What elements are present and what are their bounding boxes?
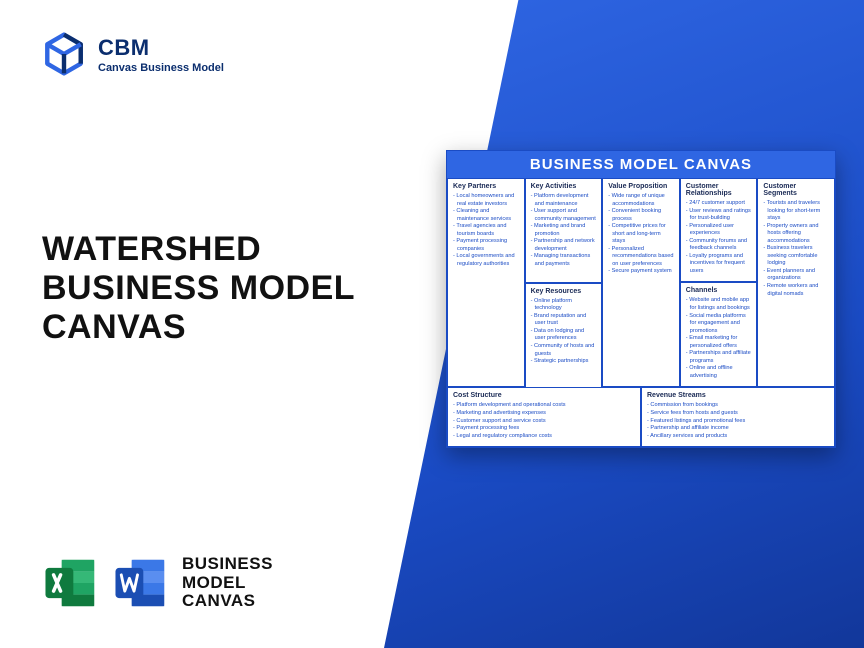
- list-revenue-streams: Commission from bookings Service fees fr…: [647, 402, 829, 440]
- list-item: User support and community management: [531, 208, 597, 223]
- list-key-resources: Online platform technology Brand reputat…: [531, 298, 597, 366]
- canvas-document: BUSINESS MODEL CANVAS Key Partners Local…: [446, 150, 836, 448]
- list-cost-structure: Platform development and operational cos…: [453, 402, 635, 440]
- list-item: Customer support and service costs: [453, 418, 635, 426]
- block-cost-structure: Cost Structure Platform development and …: [447, 387, 641, 447]
- list-item: Event planners and organizations: [763, 268, 829, 283]
- list-item: Community forums and feedback channels: [686, 238, 752, 253]
- headline-line-3: CANVAS: [42, 308, 355, 347]
- list-item: Featured listings and promotional fees: [647, 418, 829, 426]
- main-headline: WATERSHED BUSINESS MODEL CANVAS: [42, 230, 355, 347]
- logo-text: CBM Canvas Business Model: [98, 35, 224, 74]
- heading-customer-relationships: Customer Relationships: [686, 183, 752, 197]
- list-item: 24/7 customer support: [686, 200, 752, 208]
- headline-line-2: BUSINESS MODEL: [42, 269, 355, 308]
- list-item: Brand reputation and user trust: [531, 313, 597, 328]
- block-customer-segments: Customer Segments Tourists and travelers…: [757, 178, 835, 387]
- logo-block: CBM Canvas Business Model: [42, 32, 224, 76]
- heading-customer-segments: Customer Segments: [763, 183, 829, 197]
- list-channels: Website and mobile app for listings and …: [686, 297, 752, 380]
- list-item: Email marketing for personalized offers: [686, 335, 752, 350]
- block-value-proposition: Value Proposition Wide range of unique a…: [602, 178, 680, 387]
- heading-key-activities: Key Activities: [531, 183, 597, 190]
- list-item: Managing transactions and payments: [531, 253, 597, 268]
- list-item: Personalized recommendations based on us…: [608, 246, 674, 269]
- list-value-proposition: Wide range of unique accommodations Conv…: [608, 193, 674, 276]
- list-item: Cleaning and maintenance services: [453, 208, 519, 223]
- block-revenue-streams: Revenue Streams Commission from bookings…: [641, 387, 835, 447]
- logo-subtitle: Canvas Business Model: [98, 62, 224, 74]
- list-item: Platform development and maintenance: [531, 193, 597, 208]
- canvas-title: BUSINESS MODEL CANVAS: [447, 151, 835, 178]
- heading-channels: Channels: [686, 287, 752, 294]
- list-item: Personalized user experiences: [686, 223, 752, 238]
- list-item: Partnership and network development: [531, 238, 597, 253]
- list-item: Legal and regulatory compliance costs: [453, 433, 635, 441]
- list-item: Remote workers and digital nomads: [763, 283, 829, 298]
- list-item: Convenient booking process: [608, 208, 674, 223]
- bottom-line-3: CANVAS: [182, 592, 273, 611]
- list-item: Online and offline advertising: [686, 365, 752, 380]
- block-key-activities: Key Activities Platform development and …: [525, 178, 603, 283]
- list-item: Wide range of unique accommodations: [608, 193, 674, 208]
- list-item: Local homeowners and real estate investo…: [453, 193, 519, 208]
- list-key-partners: Local homeowners and real estate investo…: [453, 193, 519, 268]
- list-item: Property owners and hosts offering accom…: [763, 223, 829, 246]
- list-item: Competitive prices for short and long-te…: [608, 223, 674, 246]
- list-item: Business travelers seeking comfortable l…: [763, 245, 829, 268]
- list-customer-segments: Tourists and travelers looking for short…: [763, 200, 829, 298]
- list-item: Marketing and advertising expenses: [453, 410, 635, 418]
- list-item: Online platform technology: [531, 298, 597, 313]
- list-item: Tourists and travelers looking for short…: [763, 200, 829, 223]
- list-item: Partnership and affiliate income: [647, 425, 829, 433]
- list-item: Service fees from hosts and guests: [647, 410, 829, 418]
- col-activities-resources: Key Activities Platform development and …: [525, 178, 603, 387]
- list-key-activities: Platform development and maintenance Use…: [531, 193, 597, 268]
- bottom-line-2: MODEL: [182, 574, 273, 593]
- excel-icon: [42, 554, 100, 612]
- list-item: Community of hosts and guests: [531, 343, 597, 358]
- list-item: Payment processing companies: [453, 238, 519, 253]
- list-item: Marketing and brand promotion: [531, 223, 597, 238]
- bottom-block: BUSINESS MODEL CANVAS: [42, 554, 273, 612]
- headline-line-1: WATERSHED: [42, 230, 355, 269]
- list-item: Partnerships and affiliate programs: [686, 350, 752, 365]
- word-icon: [112, 554, 170, 612]
- canvas-top-row: Key Partners Local homeowners and real e…: [447, 178, 835, 387]
- list-item: Travel agencies and tourism boards: [453, 223, 519, 238]
- heading-revenue-streams: Revenue Streams: [647, 392, 829, 399]
- block-customer-relationships: Customer Relationships 24/7 customer sup…: [680, 178, 758, 282]
- bottom-line-1: BUSINESS: [182, 555, 273, 574]
- heading-value-proposition: Value Proposition: [608, 183, 674, 190]
- block-channels: Channels Website and mobile app for list…: [680, 282, 758, 387]
- logo-brand: CBM: [98, 35, 224, 61]
- list-item: Strategic partnerships: [531, 358, 597, 366]
- list-item: User reviews and ratings for trust-build…: [686, 208, 752, 223]
- list-item: Data on lodging and user preferences: [531, 328, 597, 343]
- heading-key-resources: Key Resources: [531, 288, 597, 295]
- list-item: Secure payment system: [608, 268, 674, 276]
- list-item: Website and mobile app for listings and …: [686, 297, 752, 312]
- list-item: Ancillary services and products: [647, 433, 829, 441]
- list-item: Loyalty programs and incentives for freq…: [686, 253, 752, 276]
- col-relationships-channels: Customer Relationships 24/7 customer sup…: [680, 178, 758, 387]
- list-item: Social media platforms for engagement an…: [686, 313, 752, 336]
- list-item: Platform development and operational cos…: [453, 402, 635, 410]
- hex-logo-icon: [42, 32, 86, 76]
- heading-cost-structure: Cost Structure: [453, 392, 635, 399]
- heading-key-partners: Key Partners: [453, 183, 519, 190]
- bottom-label: BUSINESS MODEL CANVAS: [182, 555, 273, 611]
- list-item: Payment processing fees: [453, 425, 635, 433]
- stage: CBM Canvas Business Model WATERSHED BUSI…: [0, 0, 864, 648]
- list-item: Local governments and regulatory authori…: [453, 253, 519, 268]
- block-key-resources: Key Resources Online platform technology…: [525, 283, 603, 388]
- canvas-bottom-row: Cost Structure Platform development and …: [447, 387, 835, 447]
- list-customer-relationships: 24/7 customer support User reviews and r…: [686, 200, 752, 275]
- block-key-partners: Key Partners Local homeowners and real e…: [447, 178, 525, 387]
- list-item: Commission from bookings: [647, 402, 829, 410]
